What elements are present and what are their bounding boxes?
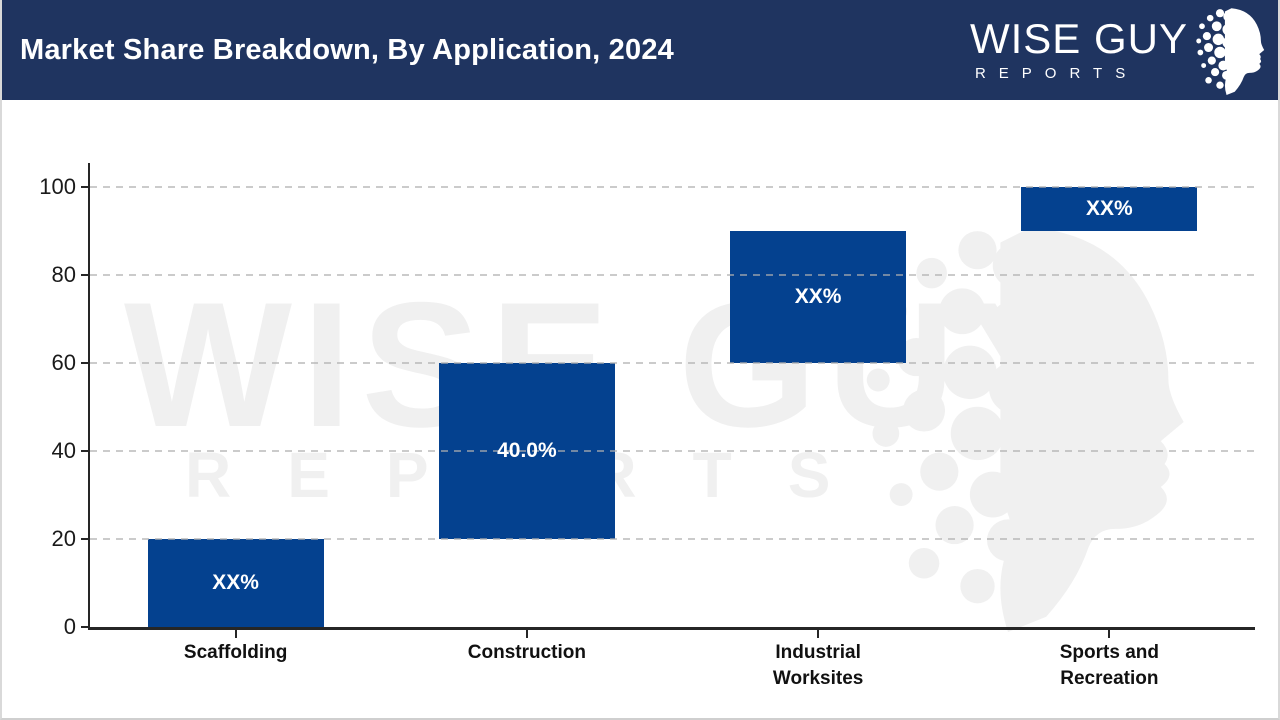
- bar-scaffolding: [147, 539, 324, 627]
- y-axis-tick: [81, 362, 90, 364]
- wise-guy-reports-logo: WISE GUY REPORTS: [969, 5, 1278, 95]
- y-axis-tick-label: 0: [63, 614, 76, 639]
- y-axis-spine: [88, 163, 90, 630]
- y-axis-tick-label: 60: [51, 350, 76, 375]
- x-axis-tick: [817, 629, 820, 638]
- x-axis-spine: [88, 627, 1255, 630]
- logo-wordmark: WISE GUY: [969, 15, 1188, 62]
- x-axis-category-label: Scaffolding: [183, 642, 288, 663]
- y-axis-tick: [81, 450, 90, 452]
- y-axis-tick-label: 40: [51, 438, 76, 463]
- bar-value-label: XX%: [794, 285, 842, 308]
- y-axis-tick-label: 100: [39, 174, 76, 199]
- x-axis-tick: [1108, 629, 1111, 638]
- header-bar: Market Share Breakdown, By Application, …: [2, 0, 1278, 100]
- gridline-y-80: [90, 274, 1255, 276]
- chart-title: Market Share Breakdown, By Application, …: [20, 33, 674, 66]
- logo-text: WISE GUY REPORTS: [969, 15, 1188, 83]
- x-axis-tick: [525, 629, 528, 638]
- x-axis-category-label: Industrial Worksites: [772, 642, 864, 689]
- gridline-y-40: [90, 450, 1255, 452]
- logo-head-icon: [1196, 8, 1265, 95]
- x-axis-tick: [234, 629, 237, 638]
- gridline-y-100: [90, 186, 1255, 188]
- bar-industrial-worksites: [730, 231, 907, 363]
- gridline-y-60: [90, 362, 1255, 364]
- y-axis-tick-label: 20: [51, 526, 76, 551]
- bar-value-label: XX%: [1086, 197, 1133, 220]
- y-axis-tick: [81, 274, 90, 276]
- y-axis-tick: [81, 538, 90, 540]
- y-axis-tick-label: 80: [51, 262, 76, 287]
- bar-value-label: XX%: [212, 571, 259, 594]
- x-axis-category-label: Construction: [467, 642, 586, 663]
- bar-value-label: 40.0%: [497, 439, 557, 462]
- x-axis-category-label: Sports and Recreation: [1059, 642, 1159, 689]
- y-axis-tick: [81, 626, 90, 628]
- y-axis-tick: [81, 186, 90, 188]
- logo-subtitle: REPORTS: [974, 65, 1139, 82]
- gridline-y-20: [90, 538, 1255, 540]
- bar-sports-and-recreation: [1021, 187, 1198, 231]
